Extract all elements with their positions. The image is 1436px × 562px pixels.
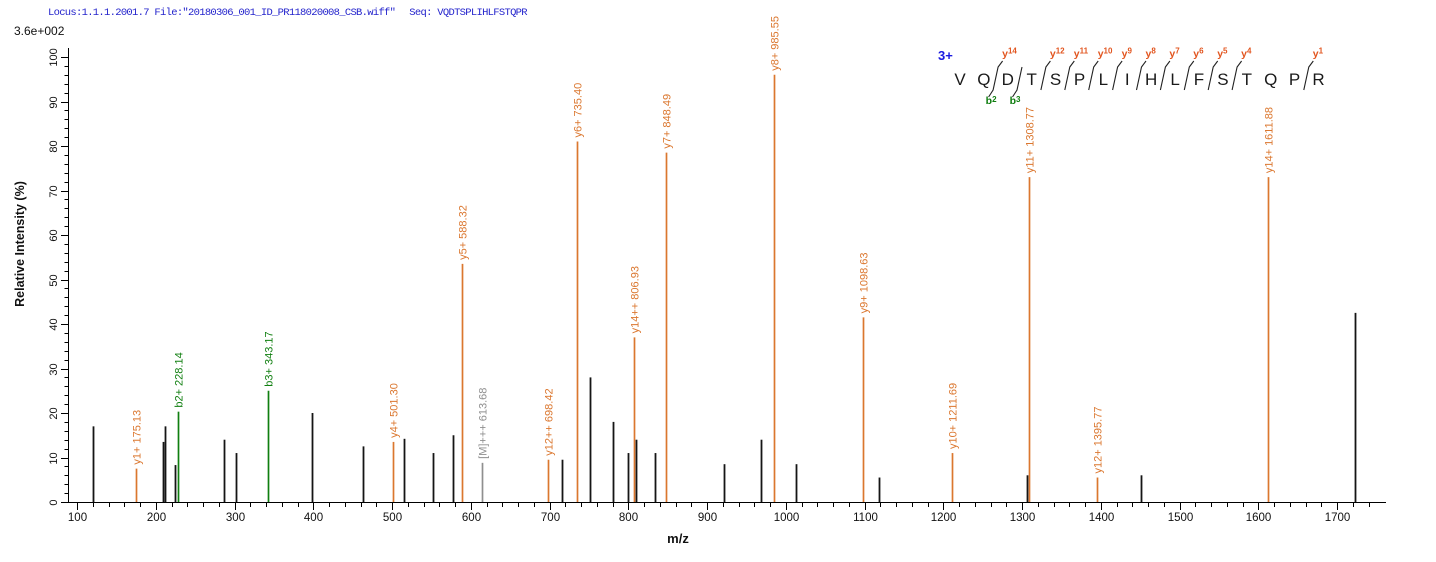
x-tick-label: 700 bbox=[541, 512, 560, 524]
sequence-residue: Q bbox=[977, 70, 990, 89]
sequence-residue: D bbox=[1002, 70, 1014, 89]
y-fragment-label: y4 bbox=[1241, 47, 1252, 61]
x-tick-label: 300 bbox=[226, 512, 245, 524]
peak-label: y12++ 698.42 bbox=[543, 388, 555, 455]
x-tick-label: 1600 bbox=[1246, 512, 1272, 524]
x-tick-label: 200 bbox=[147, 512, 166, 524]
x-tick-label: 1700 bbox=[1325, 512, 1351, 524]
x-tick-label: 1000 bbox=[774, 512, 800, 524]
peak-label: y14++ 806.93 bbox=[629, 266, 641, 333]
fragment-marker bbox=[1207, 60, 1219, 91]
x-tick-label: 1400 bbox=[1089, 512, 1115, 524]
x-tick-label: 600 bbox=[462, 512, 481, 524]
sequence-residue: I bbox=[1125, 70, 1130, 89]
x-tick-label: 500 bbox=[383, 512, 402, 524]
y-tick-label: 100 bbox=[48, 48, 60, 66]
sequence-residue: L bbox=[1099, 70, 1108, 89]
sequence-residue: F bbox=[1194, 70, 1204, 89]
peak-label: b3+ 343.17 bbox=[263, 331, 275, 386]
y-fragment-label: y5 bbox=[1217, 47, 1228, 61]
peak-label: y9+ 1098.63 bbox=[858, 252, 870, 313]
peak-label: y11+ 1308.77 bbox=[1024, 107, 1036, 173]
x-tick-label: 1100 bbox=[853, 512, 878, 524]
peak-label: b2+ 228.14 bbox=[173, 352, 185, 407]
y-fragment-label: y9 bbox=[1122, 47, 1133, 61]
peak-label: y8+ 985.55 bbox=[769, 16, 781, 71]
fragment-marker bbox=[1183, 60, 1195, 91]
sequence-residue: T bbox=[1242, 70, 1252, 89]
y-tick-label: 70 bbox=[48, 185, 60, 197]
b-fragment-label: b2 bbox=[986, 95, 997, 107]
b-fragment-label: b3 bbox=[1010, 95, 1021, 107]
fragment-marker bbox=[1064, 60, 1075, 91]
fragment-marker bbox=[1040, 60, 1051, 91]
sequence-residue: Q bbox=[1264, 70, 1277, 89]
sequence-residue: L bbox=[1170, 70, 1179, 89]
y-axis-title: Relative Intensity (%) bbox=[13, 181, 27, 307]
charge-state-label: 3+ bbox=[938, 48, 953, 63]
fragment-marker bbox=[1088, 60, 1099, 91]
y-fragment-label: y10 bbox=[1098, 47, 1113, 61]
sequence-residue: S bbox=[1217, 70, 1228, 89]
peak-label: y7+ 848.49 bbox=[661, 94, 673, 149]
x-tick-label: 800 bbox=[619, 512, 638, 524]
x-tick-label: 900 bbox=[698, 512, 717, 524]
sequence-residue: H bbox=[1145, 70, 1157, 89]
x-tick-label: 400 bbox=[304, 512, 323, 524]
y-tick-label: 60 bbox=[48, 229, 60, 241]
y-tick-label: 30 bbox=[48, 363, 60, 375]
x-tick-label: 100 bbox=[68, 512, 87, 524]
sequence-residue: R bbox=[1312, 70, 1324, 89]
x-tick-label: 1200 bbox=[931, 512, 957, 524]
y-fragment-label: y14 bbox=[1002, 47, 1017, 61]
y-tick-label: 50 bbox=[48, 274, 60, 286]
locus-file-label: Locus:1.1.1.2001.7 File:"20180306_001_ID… bbox=[48, 7, 396, 19]
fragment-marker bbox=[1159, 60, 1171, 91]
sequence-label: Seq: VQDTSPLIHLFSTQPR bbox=[409, 7, 527, 19]
sequence-residue: S bbox=[1050, 70, 1061, 89]
peak-label: [M]+++ 613.68 bbox=[477, 388, 489, 459]
y-fragment-label: y12 bbox=[1050, 47, 1065, 61]
sequence-residue: V bbox=[954, 70, 966, 89]
peak-label: y6+ 735.40 bbox=[572, 83, 584, 138]
peak-label: y10+ 1211.69 bbox=[947, 383, 959, 449]
y-tick-label: 0 bbox=[48, 499, 60, 505]
peak-label: y4+ 501.30 bbox=[388, 383, 400, 438]
peak-label: y1+ 175.13 bbox=[131, 410, 143, 465]
fragment-marker bbox=[1303, 60, 1314, 91]
y-tick-label: 40 bbox=[48, 318, 60, 330]
fragment-marker bbox=[1231, 60, 1243, 91]
x-tick-label: 1500 bbox=[1168, 512, 1194, 524]
fragment-marker bbox=[988, 60, 1004, 98]
y-fragment-label: y7 bbox=[1169, 47, 1180, 61]
y-tick-label: 20 bbox=[48, 407, 60, 419]
peak-label: y12+ 1395.77 bbox=[1092, 407, 1104, 474]
sequence-residue: P bbox=[1074, 70, 1085, 89]
peak-label: y5+ 588.32 bbox=[457, 205, 469, 260]
y-tick-label: 80 bbox=[48, 140, 60, 152]
y-fragment-label: y6 bbox=[1193, 47, 1204, 61]
header-line: Locus:1.1.1.2001.7 File:"20180306_001_ID… bbox=[48, 7, 528, 19]
max-intensity-label: 3.6e+002 bbox=[14, 24, 65, 38]
fragment-marker bbox=[1012, 66, 1023, 98]
x-axis-title: m/z bbox=[667, 531, 689, 546]
y-fragment-label: y1 bbox=[1313, 47, 1324, 61]
x-tick-label: 1300 bbox=[1010, 512, 1036, 524]
y-tick-label: 90 bbox=[48, 96, 60, 108]
sequence-residue: T bbox=[1027, 70, 1037, 89]
fragment-marker bbox=[1135, 60, 1147, 91]
fragment-marker bbox=[1112, 60, 1123, 91]
sequence-residue: P bbox=[1289, 70, 1300, 89]
y-tick-label: 10 bbox=[48, 452, 60, 464]
y-fragment-label: y11 bbox=[1074, 47, 1089, 61]
y-fragment-label: y8 bbox=[1146, 47, 1157, 61]
peak-label: y14+ 1611.88 bbox=[1263, 107, 1275, 173]
